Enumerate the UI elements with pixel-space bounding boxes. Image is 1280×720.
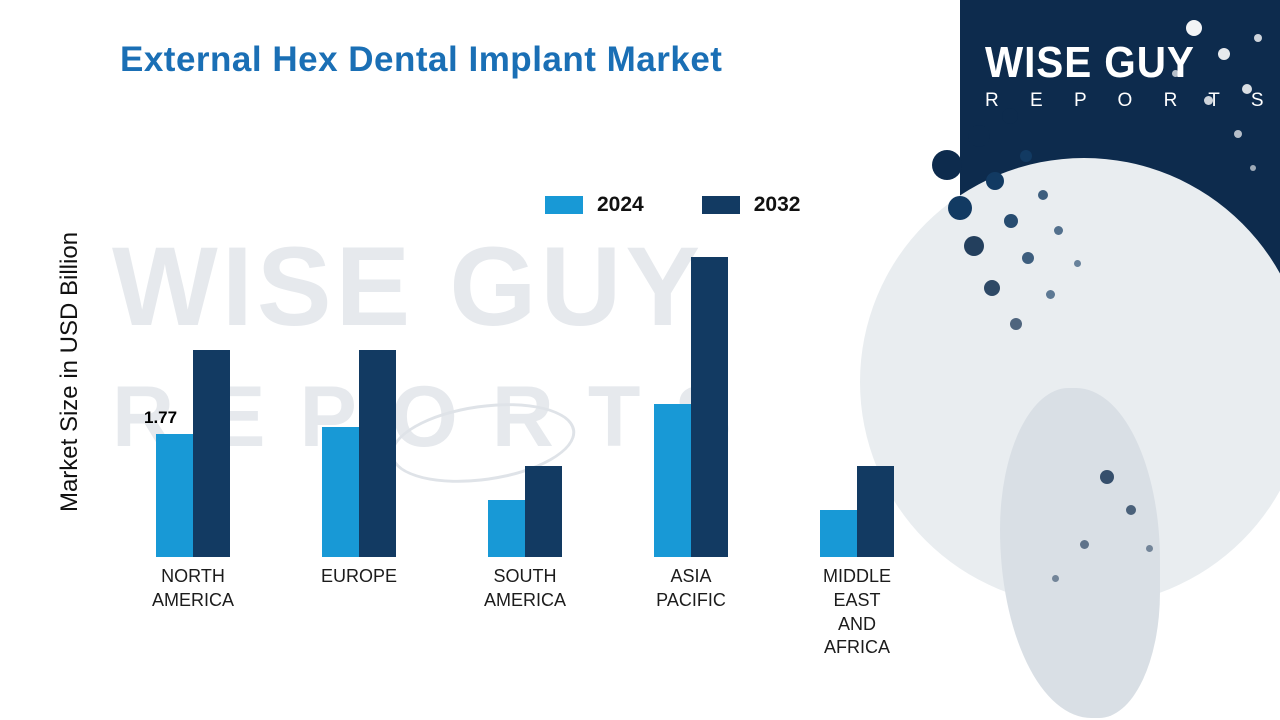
bar-2032-asia-pacific [691, 257, 728, 557]
decor-dot [1218, 48, 1230, 60]
decor-dot [1020, 150, 1032, 162]
decor-dot [986, 172, 1004, 190]
bar-group-north-america: 1.77 [144, 350, 230, 557]
decor-dot [1074, 260, 1081, 267]
decor-dot [1080, 540, 1089, 549]
decor-dot [1242, 84, 1252, 94]
decor-dot [1250, 165, 1256, 171]
decor-dot [1172, 70, 1179, 77]
wise-guy-logo: WISE GUY R E P O R T S [985, 38, 1277, 112]
legend-label-2032: 2032 [753, 193, 801, 216]
category-label-middle-east-and-africa: MIDDLE EAST AND AFRICA [822, 566, 891, 658]
decor-dot [1234, 130, 1242, 138]
bar-2024-asia-pacific [654, 404, 691, 557]
bar-2024-north-america: 1.77 [144, 408, 193, 557]
logo-subtitle: R E P O R T S [985, 90, 1277, 111]
decor-dot [968, 125, 990, 147]
decor-dot [948, 196, 972, 220]
chart-legend: 2024 2032 [545, 193, 800, 217]
category-label-south-america: SOUTH AMERICA [483, 566, 566, 610]
decor-dot [1186, 20, 1202, 36]
decor-dot [1052, 575, 1059, 582]
decor-dot [964, 236, 984, 256]
decor-dot [1022, 252, 1034, 264]
decor-dot [1046, 290, 1055, 299]
bar-2032-middle-east-and-africa [857, 466, 894, 557]
decor-dot [1126, 505, 1136, 515]
bar-value-label-north-america: 1.77 [144, 408, 178, 427]
y-axis-label: Market Size in USD Billion [56, 231, 83, 513]
decor-dot [1254, 34, 1262, 42]
face-circle [860, 158, 1280, 718]
bar-2024-europe [322, 427, 359, 557]
plot-area: 1.77 [110, 245, 940, 557]
bar-2024-south-america [488, 500, 525, 557]
logo-wordmark: WISE GUY [985, 38, 1195, 87]
decor-dot [1100, 470, 1114, 484]
decor-dot [1054, 226, 1063, 235]
page-title: External Hex Dental Implant Market [120, 40, 723, 79]
face-profile-shape [1000, 388, 1160, 718]
decor-dot [984, 280, 1000, 296]
brand-graphic [860, 0, 1280, 720]
bar-group-south-america [488, 466, 562, 557]
decor-dot [932, 150, 962, 180]
bar-group-asia-pacific [654, 257, 728, 557]
bar-group-middle-east-and-africa [820, 466, 894, 557]
category-label-asia-pacific: ASIA PACIFIC [656, 566, 726, 610]
category-labels: NORTH AMERICA EUROPE SOUTH AMERICA ASIA PACIFI… [110, 565, 940, 660]
bar-2024-middle-east-and-africa [820, 510, 857, 557]
bar-2032-south-america [525, 466, 562, 557]
bar-2032-north-america [193, 350, 230, 557]
bar-group-europe [322, 350, 396, 557]
bar-2032-europe [359, 350, 396, 557]
decor-dot [1002, 108, 1018, 124]
decor-dot [1004, 214, 1018, 228]
legend-item-2024: 2024 [545, 193, 644, 217]
legend-swatch-2024 [545, 196, 583, 214]
legend-swatch-2032 [701, 196, 740, 214]
decor-dot [1204, 96, 1213, 105]
category-label-europe: EUROPE [320, 566, 398, 586]
decor-dot [1010, 318, 1022, 330]
category-label-north-america: NORTH AMERICA [151, 566, 234, 610]
decor-dot [1146, 545, 1153, 552]
legend-label-2024: 2024 [597, 193, 644, 216]
watermark-wiseguy: WISE GUY [112, 224, 705, 349]
decor-dot [1038, 190, 1048, 200]
legend-item-2032: 2032 [701, 193, 801, 217]
